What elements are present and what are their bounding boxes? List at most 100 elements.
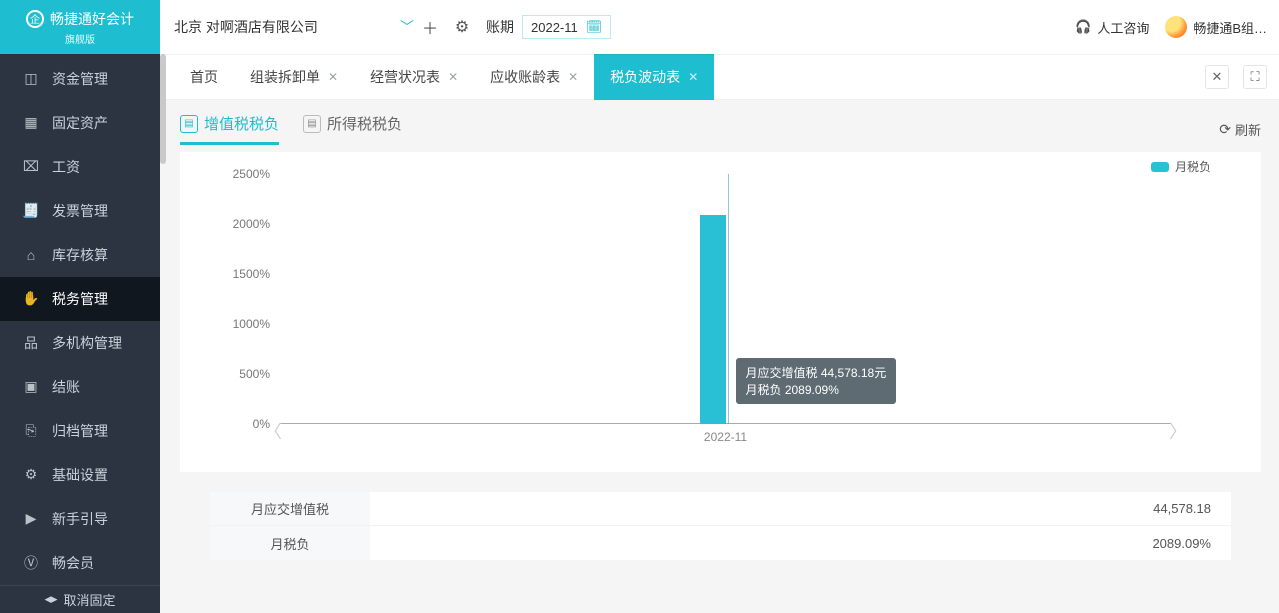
avatar-icon — [1165, 16, 1187, 38]
sidebar-item-3[interactable]: 🧾发票管理 — [0, 189, 160, 233]
sidebar-item-label: 资金管理 — [52, 69, 108, 89]
legend-swatch — [1151, 162, 1169, 172]
summary-row-1: 月税负2089.09% — [210, 526, 1231, 560]
chevron-down-icon: ﹀ — [400, 17, 414, 37]
sidebar-item-4[interactable]: ⌂ 库存核算 — [0, 233, 160, 277]
tab-close-icon[interactable]: ✕ — [568, 70, 578, 84]
summary-row-value: 2089.09% — [370, 536, 1231, 551]
chart-marker-line — [728, 174, 729, 424]
period-picker[interactable]: 2022-11 🗓 — [522, 15, 611, 39]
company-selector[interactable]: 北京 对啊酒店有限公司 ﹀ — [174, 17, 414, 37]
tab-4[interactable]: 税负波动表 ✕ — [594, 54, 714, 100]
sidebar-item-1[interactable]: ▦固定资产 — [0, 101, 160, 145]
subtab-1[interactable]: ▤ 所得税税负 — [303, 113, 402, 145]
tab-strip: 首页组装拆卸单✕ 经营状况表 ✕ 应收账龄表 ✕ 税负波动表 ✕ ✕ ⛶ — [160, 54, 1279, 100]
sidebar-item-0[interactable]: ◫ 资金管理 — [0, 57, 160, 101]
y-tick: 1500% — [210, 267, 270, 281]
sidebar-item-9[interactable]: ⚙ 基础设置 — [0, 453, 160, 497]
sidebar-item-icon: ▣ — [22, 378, 40, 395]
brand-block: 企 畅捷通好会计 旗舰版 — [0, 0, 160, 54]
y-tick: 0% — [210, 417, 270, 431]
tab-1[interactable]: 组装拆卸单✕ — [234, 54, 354, 100]
period-label: 账期 — [486, 17, 514, 37]
subtab-label: 增值税税负 — [204, 113, 279, 134]
sidebar-item-6[interactable]: 品多机构管理 — [0, 321, 160, 365]
sidebar-item-label: 税务管理 — [52, 289, 108, 309]
subtab-0[interactable]: ▤ 增值税税负 — [180, 113, 279, 145]
y-tick: 1000% — [210, 317, 270, 331]
tab-3[interactable]: 应收账龄表 ✕ — [474, 54, 594, 100]
tooltip-line1: 月应交增值税 44,578.18元 — [746, 364, 887, 381]
content-scrollbar[interactable] — [160, 54, 166, 164]
sidebar-item-10[interactable]: ▶ 新手引导 — [0, 497, 160, 541]
sidebar-item-8[interactable]: ⎘ 归档管理 — [0, 409, 160, 453]
tab-2[interactable]: 经营状况表 ✕ — [354, 54, 474, 100]
tab-label: 经营状况表 — [370, 67, 440, 87]
summary-row-0: 月应交增值税44,578.18 — [210, 492, 1231, 526]
sidebar-item-icon: ▶ — [22, 510, 40, 527]
sidebar-item-label: 畅会员 — [52, 553, 94, 573]
summary-row-label: 月税负 — [210, 526, 370, 560]
sidebar-item-label: 库存核算 — [52, 245, 108, 265]
sidebar-item-icon: ⌧ — [22, 158, 40, 175]
headset-icon: 🎧 — [1075, 19, 1091, 35]
sidebar-item-7[interactable]: ▣ 结账 — [0, 365, 160, 409]
chart-next-button[interactable]: 〉 — [1169, 418, 1187, 444]
summary-row-value: 44,578.18 — [370, 501, 1231, 516]
cancel-pin-label: 取消固定 — [64, 590, 116, 609]
tabstrip-actions: ✕ ⛶ — [1205, 65, 1279, 89]
fullscreen-button[interactable]: ⛶ — [1243, 65, 1267, 89]
tabs-container: 首页组装拆卸单✕ 经营状况表 ✕ 应收账龄表 ✕ 税负波动表 ✕ — [174, 54, 714, 100]
side-nav: ◫ 资金管理 ▦固定资产 ⌧ 工资 🧾发票管理 ⌂ 库存核算 ✋ 税务管理品多机构管理 ▣ 结账 ⎘ 归档… — [0, 54, 160, 613]
summary-table: 月应交增值税44,578.18月税负2089.09% — [210, 492, 1231, 560]
tab-close-icon[interactable]: ✕ — [688, 70, 698, 84]
sidebar-item-11[interactable]: Ⓥ 畅会员 — [0, 541, 160, 585]
tab-label: 首页 — [190, 67, 218, 87]
sidebar-item-2[interactable]: ⌧ 工资 — [0, 145, 160, 189]
sidebar-item-icon: ⚙ — [22, 466, 40, 483]
brand-name: 畅捷通好会计 — [50, 9, 134, 29]
refresh-label: 刷新 — [1235, 120, 1261, 139]
sidebar-item-icon: 品 — [22, 333, 40, 353]
add-button[interactable]: ＋ — [414, 15, 446, 39]
sidebar-item-label: 固定资产 — [52, 113, 108, 133]
company-name: 北京 对啊酒店有限公司 — [174, 17, 318, 37]
chart-plot-area: 〈 〉 0%500%1000%1500%2000%2500%2022-11月应交… — [280, 174, 1171, 424]
sidebar-item-label: 多机构管理 — [52, 333, 122, 353]
refresh-icon: ⟳ — [1219, 121, 1231, 138]
app-header: 企 畅捷通好会计 旗舰版 北京 对啊酒店有限公司 ﹀ ＋ ⚙ 账期 2022-1… — [0, 0, 1279, 54]
sidebar-item-icon: ⌂ — [22, 247, 40, 263]
tab-close-icon[interactable]: ✕ — [328, 70, 338, 84]
sidebar-item-icon: Ⓥ — [22, 553, 40, 573]
tab-0[interactable]: 首页 — [174, 54, 234, 100]
subtab-badge-icon: ▤ — [180, 115, 198, 133]
refresh-button[interactable]: ⟳ 刷新 — [1219, 120, 1261, 139]
subtab-label: 所得税税负 — [327, 113, 402, 134]
sidebar-item-icon: ◫ — [22, 70, 40, 87]
sidebar-item-label: 归档管理 — [52, 421, 108, 441]
sidebar-item-label: 工资 — [52, 157, 80, 177]
page-content: ▤ 增值税税负 ▤ 所得税税负 ⟳ 刷新 月税负 〈 〉 0%500%1000%150… — [166, 100, 1279, 613]
chart-tooltip: 月应交增值税 44,578.18元月税负 2089.09% — [736, 358, 897, 404]
subtab-row: ▤ 增值税税负 ▤ 所得税税负 ⟳ 刷新 — [180, 108, 1261, 152]
subtab-badge-icon: ▤ — [303, 115, 321, 133]
y-tick: 2000% — [210, 217, 270, 231]
tab-label: 税负波动表 — [610, 67, 680, 87]
settings-icon[interactable]: ⚙ — [446, 17, 478, 37]
nav-items-container: ◫ 资金管理 ▦固定资产 ⌧ 工资 🧾发票管理 ⌂ 库存核算 ✋ 税务管理品多机构管理 ▣ 结账 ⎘ 归档… — [0, 57, 160, 585]
tooltip-line2: 月税负 2089.09% — [746, 381, 887, 398]
sidebar-item-label: 新手引导 — [52, 509, 108, 529]
sidebar-item-icon: ⎘ — [22, 422, 40, 439]
user-menu[interactable]: 畅捷通B组… — [1165, 16, 1267, 38]
tab-label: 应收账龄表 — [490, 67, 560, 87]
close-all-tabs-button[interactable]: ✕ — [1205, 65, 1229, 89]
tab-close-icon[interactable]: ✕ — [448, 70, 458, 84]
cancel-pin-button[interactable]: ◂▸ 取消固定 — [0, 585, 160, 613]
support-link[interactable]: 🎧 人工咨询 — [1075, 18, 1149, 37]
sidebar-item-label: 基础设置 — [52, 465, 108, 485]
chart-legend: 月税负 — [1151, 158, 1211, 175]
tax-chart-panel: 月税负 〈 〉 0%500%1000%1500%2000%2500%2022-1… — [180, 152, 1261, 472]
sidebar-item-label: 结账 — [52, 377, 80, 397]
sidebar-item-icon: ✋ — [22, 290, 40, 307]
sidebar-item-5[interactable]: ✋ 税务管理 — [0, 277, 160, 321]
